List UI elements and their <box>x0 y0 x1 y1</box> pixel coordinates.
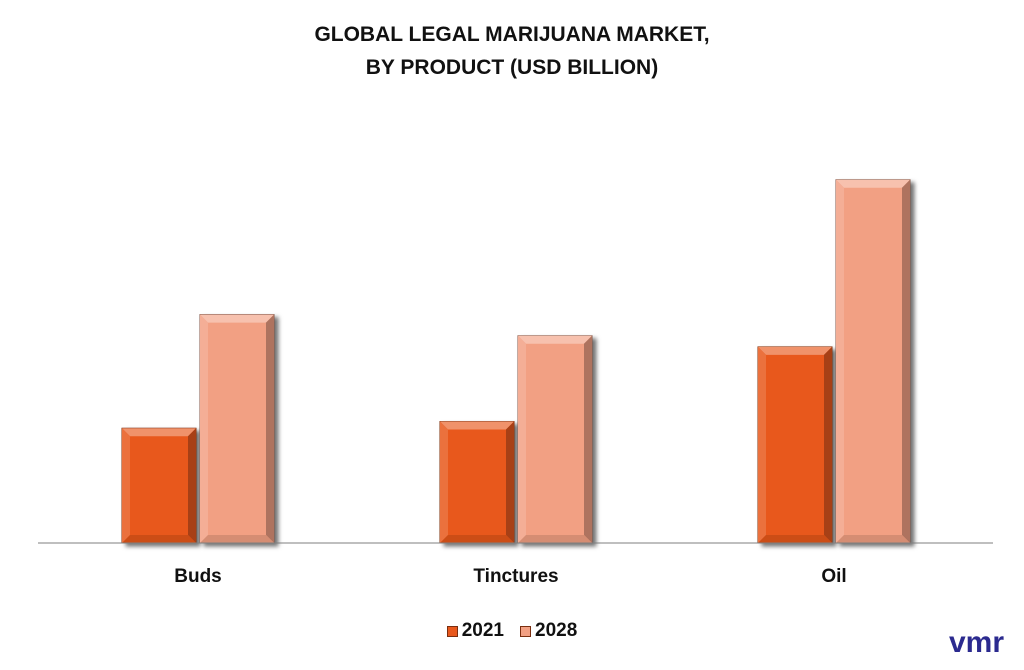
bar-bevel-left <box>440 421 448 543</box>
bar-bevel-left <box>758 346 766 543</box>
x-tick-label-buds: Buds <box>174 566 222 587</box>
bar-oil-2028 <box>835 179 911 544</box>
bar-body <box>835 179 911 544</box>
legend-item-2021: 2021 <box>446 620 504 642</box>
bar-bevel-top <box>440 421 514 430</box>
legend-swatch-2028 <box>520 625 531 637</box>
x-tick-label-tinctures: Tinctures <box>473 566 558 587</box>
bar-bevel-right <box>266 314 274 543</box>
vmr-logo: vmr <box>949 628 1004 658</box>
bar-bevel-top <box>836 179 910 188</box>
bar-bevel-right <box>188 428 196 543</box>
bar-buds-2021 <box>121 427 197 544</box>
chart-title-line-1: GLOBAL LEGAL MARIJUANA MARKET, <box>314 23 710 46</box>
bar-bevel-bottom <box>122 535 196 543</box>
bar-bevel-bottom <box>200 535 274 543</box>
bar-bevel-right <box>824 346 832 543</box>
bar-tinctures-2021 <box>439 421 515 544</box>
bar-bevel-top <box>200 314 274 323</box>
legend-label-2028: 2028 <box>535 620 578 641</box>
bar-body <box>121 427 197 544</box>
x-tick-labels: Buds Tinctures Oil <box>174 566 846 587</box>
chart-title-line-2: BY PRODUCT (USD BILLION) <box>365 56 659 79</box>
bar-bevel-left <box>518 335 526 543</box>
bar-bevel-right <box>506 421 514 543</box>
bar-bevel-right <box>584 335 592 543</box>
bar-body <box>517 335 593 544</box>
bar-bevel-right <box>902 179 910 543</box>
x-tick-label-oil: Oil <box>821 566 846 587</box>
bar-body <box>199 314 275 544</box>
bar-bevel-top <box>758 346 832 355</box>
bars-group <box>121 179 911 544</box>
chart-title: GLOBAL LEGAL MARIJUANA MARKET, BY PRODUC… <box>0 18 1024 84</box>
bar-tinctures-2028 <box>517 335 593 544</box>
bar-bevel-bottom <box>836 535 910 543</box>
legend-item-2028: 2028 <box>520 620 577 642</box>
bar-body <box>757 346 833 544</box>
bar-oil-2021 <box>757 346 833 544</box>
bar-bevel-left <box>122 428 130 543</box>
bar-buds-2028 <box>199 314 275 544</box>
bar-bevel-bottom <box>758 535 832 543</box>
legend: 2021 2028 <box>0 620 1024 642</box>
vmr-logo-text: vmr <box>949 628 1004 658</box>
bar-bevel-left <box>836 179 844 543</box>
bar-bevel-left <box>200 314 208 543</box>
legend-swatch-2021 <box>446 625 458 637</box>
bar-bevel-bottom <box>518 535 592 543</box>
legend-label-2021: 2021 <box>461 620 504 641</box>
bar-bevel-top <box>122 428 196 437</box>
bar-bevel-top <box>518 335 592 344</box>
bar-body <box>439 421 515 544</box>
bar-bevel-bottom <box>440 535 514 543</box>
